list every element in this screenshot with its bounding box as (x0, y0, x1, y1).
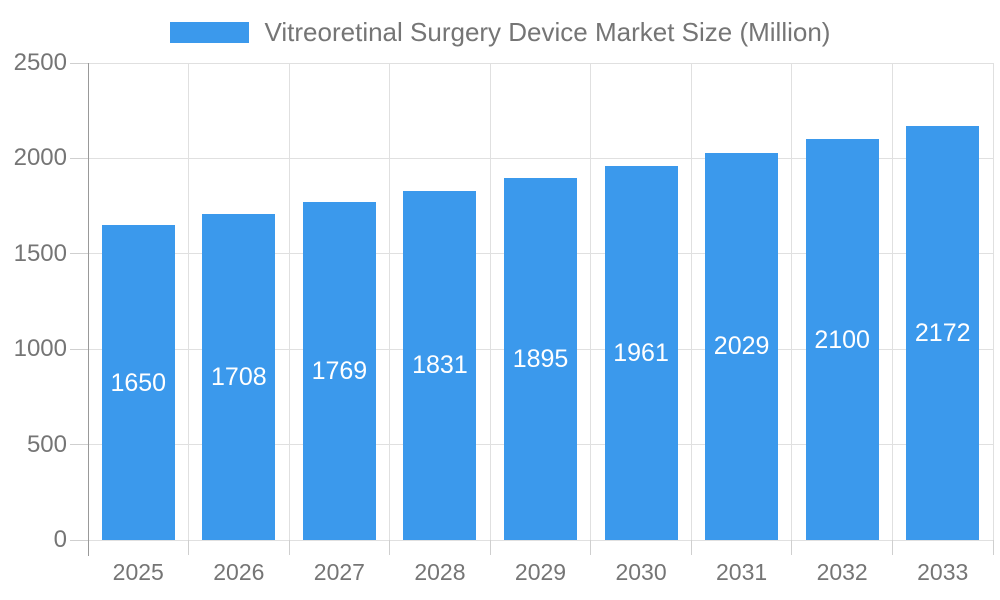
x-gridline (791, 63, 793, 540)
x-gridline (590, 63, 592, 540)
bar-2026[interactable] (202, 214, 276, 540)
x-gridline (992, 63, 994, 540)
bar-value-label: 1650 (110, 368, 167, 397)
x-axis-tick (791, 540, 793, 555)
bar-2025[interactable] (101, 225, 175, 540)
y-gridline (88, 157, 993, 159)
x-axis-tick (188, 540, 190, 555)
bar-2029[interactable] (504, 178, 577, 540)
bar-2027[interactable] (302, 202, 376, 540)
y-axis-tick (70, 444, 88, 446)
bar-value-label: 1708 (211, 363, 267, 392)
x-axis-tick (489, 540, 491, 555)
x-gridline (288, 63, 290, 540)
bar-value-label: 2172 (914, 318, 971, 347)
y-axis-line (87, 63, 89, 556)
x-gridline (389, 63, 391, 540)
bar-2030[interactable] (604, 165, 678, 540)
y-axis-label: 2000 (13, 144, 67, 172)
x-axis-tick (389, 540, 391, 555)
x-axis-label-2031: 2031 (716, 559, 768, 585)
y-axis-label: 1500 (13, 239, 67, 267)
x-gridline (188, 63, 190, 540)
x-gridline (489, 63, 491, 540)
y-axis-tick (70, 157, 88, 159)
x-axis-label-2032: 2032 (816, 559, 868, 585)
y-axis-tick (70, 348, 88, 350)
chart-legend[interactable]: Vitreoretinal Surgery Device Market Size… (0, 14, 1000, 50)
y-axis-label: 1000 (13, 335, 67, 363)
x-axis-label-2028: 2028 (414, 559, 466, 585)
bar-value-label: 2029 (713, 332, 770, 361)
x-axis-label-2025: 2025 (112, 559, 164, 585)
y-axis-tick (70, 253, 88, 255)
x-axis-label-2026: 2026 (213, 559, 265, 585)
x-axis-label-2027: 2027 (313, 559, 365, 585)
y-axis-tick (70, 539, 88, 541)
bar-value-label: 2100 (814, 325, 870, 354)
y-axis-label: 0 (53, 526, 67, 553)
legend-label: Vitreoretinal Surgery Device Market Size… (264, 16, 831, 47)
x-axis-tick (590, 540, 592, 555)
bar-value-label: 1961 (613, 338, 669, 367)
bar-2031[interactable] (705, 152, 779, 540)
x-axis-label-2030: 2030 (615, 559, 667, 585)
x-axis-tick (690, 540, 692, 555)
bar-2032[interactable] (805, 139, 879, 540)
y-gridline (88, 539, 993, 541)
bar-value-label: 1895 (512, 345, 569, 374)
x-axis-tick (891, 540, 893, 555)
bar-2028[interactable] (403, 190, 477, 540)
bar-2033[interactable] (906, 125, 980, 540)
y-axis-tick (70, 62, 88, 64)
y-axis-label: 500 (26, 430, 67, 458)
x-axis-tick (992, 540, 994, 555)
y-axis-label: 2500 (13, 49, 67, 76)
y-gridline (88, 62, 993, 64)
x-axis-label-2033: 2033 (917, 559, 969, 585)
x-axis-tick (288, 540, 290, 555)
legend-swatch (169, 21, 249, 43)
x-gridline (690, 63, 692, 540)
x-axis-label-2029: 2029 (514, 559, 567, 585)
bar-value-label: 1769 (311, 357, 368, 386)
bar-value-label: 1831 (412, 351, 468, 380)
x-gridline (891, 63, 893, 540)
